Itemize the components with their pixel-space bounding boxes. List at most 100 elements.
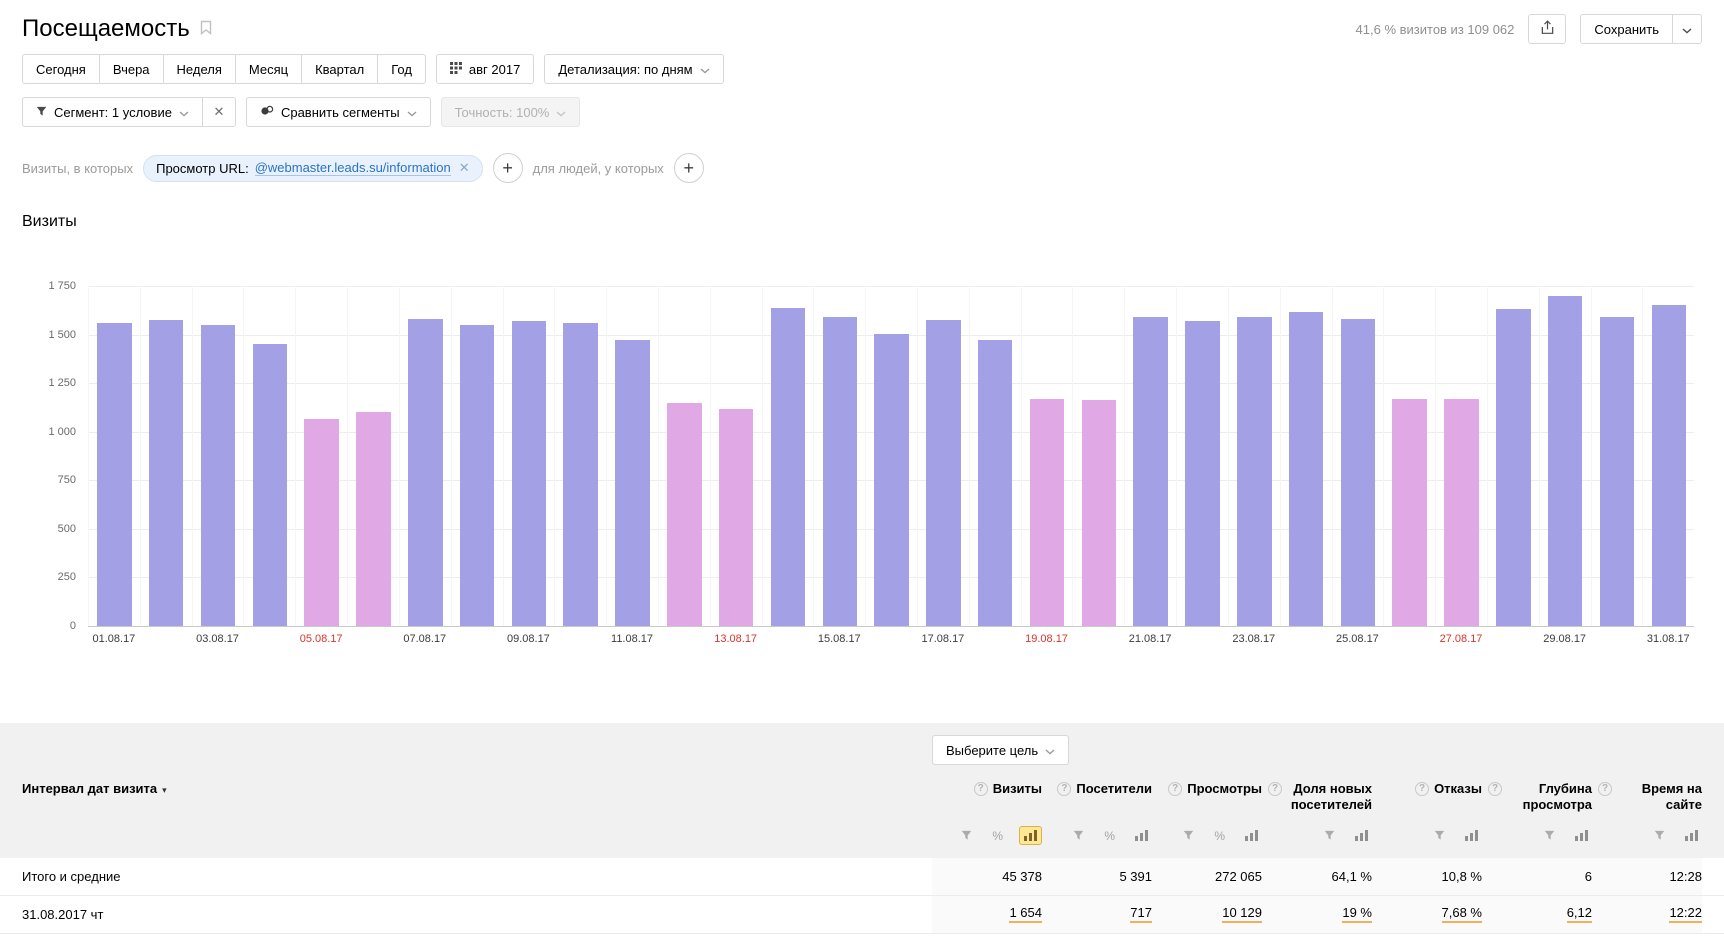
export-icon bbox=[1540, 20, 1555, 38]
chart-bar-06.08.17[interactable] bbox=[356, 412, 391, 626]
chart-bar-31.08.17[interactable] bbox=[1651, 304, 1687, 626]
bookmark-icon[interactable] bbox=[200, 20, 212, 38]
sort-desc-icon: ▾ bbox=[162, 785, 167, 795]
cell-value[interactable]: 6,12 bbox=[1566, 905, 1592, 923]
filter-icon[interactable] bbox=[1069, 827, 1088, 844]
cell-value[interactable]: 12:22 bbox=[1669, 905, 1702, 923]
period-button-1[interactable]: Сегодня bbox=[22, 54, 100, 84]
column-header-2[interactable]: ? Посетители bbox=[1042, 781, 1152, 797]
chart-bar-28.08.17[interactable] bbox=[1496, 309, 1531, 626]
chart-icon[interactable] bbox=[1681, 827, 1702, 844]
export-button[interactable] bbox=[1528, 14, 1567, 44]
segment-button[interactable]: Сегмент: 1 условие bbox=[22, 97, 203, 127]
chart-bar-27.08.17[interactable] bbox=[1444, 398, 1479, 626]
chart-bar-29.08.17[interactable] bbox=[1547, 295, 1583, 626]
visits-in-which-label: Визиты, в которых bbox=[22, 160, 134, 176]
chart-icon[interactable] bbox=[1131, 827, 1152, 844]
percent-icon[interactable]: % bbox=[1104, 828, 1115, 843]
chart-bar-01.08.17[interactable] bbox=[97, 322, 132, 626]
chart-bar-03.08.17[interactable] bbox=[200, 324, 236, 626]
save-button[interactable]: Сохранить bbox=[1580, 14, 1673, 44]
date-range-button[interactable]: авг 2017 bbox=[435, 54, 535, 84]
column-header-6[interactable]: ? Глубина просмотра bbox=[1482, 781, 1592, 814]
help-icon[interactable]: ? bbox=[1488, 782, 1502, 796]
save-dropdown-button[interactable] bbox=[1672, 14, 1702, 44]
chart-bar-24.08.17[interactable] bbox=[1288, 312, 1324, 626]
date-interval-header[interactable]: Интервал дат визита ▾ bbox=[22, 781, 932, 796]
chart-bar-18.08.17[interactable] bbox=[977, 340, 1013, 626]
chart-bar-15.08.17[interactable] bbox=[822, 317, 858, 626]
chart-bar-12.08.17[interactable] bbox=[667, 402, 702, 626]
chart-bar-02.08.17[interactable] bbox=[148, 320, 184, 626]
filter-icon[interactable] bbox=[1650, 827, 1669, 844]
help-icon[interactable]: ? bbox=[1268, 782, 1282, 796]
url-filter-chip[interactable]: Просмотр URL: @webmaster.leads.su/inform… bbox=[143, 154, 483, 182]
percent-icon[interactable]: % bbox=[1214, 828, 1225, 843]
help-icon[interactable]: ? bbox=[1598, 782, 1612, 796]
chart-bar-20.08.17[interactable] bbox=[1081, 399, 1117, 626]
add-visit-condition-button[interactable]: + bbox=[492, 153, 523, 183]
percent-icon[interactable]: % bbox=[992, 828, 1003, 843]
chart-bar-26.08.17[interactable] bbox=[1392, 398, 1427, 626]
period-button-5[interactable]: Квартал bbox=[301, 54, 379, 84]
cell-value[interactable]: 717 bbox=[1130, 905, 1152, 923]
chart-bar-10.08.17[interactable] bbox=[563, 322, 598, 626]
accuracy-label: Точность: 100% bbox=[454, 104, 550, 120]
cell-value[interactable]: 7,68 % bbox=[1441, 905, 1482, 923]
column-header-1[interactable]: ? Визиты bbox=[932, 781, 1042, 797]
period-button-2[interactable]: Вчера bbox=[98, 54, 164, 84]
accuracy-button[interactable]: Точность: 100% bbox=[440, 97, 581, 127]
chart-icon[interactable] bbox=[1461, 827, 1482, 844]
chart-bar-09.08.17[interactable] bbox=[511, 320, 547, 626]
bar-slot bbox=[88, 286, 140, 626]
chart-icon[interactable] bbox=[1571, 827, 1592, 844]
chart-bar-23.08.17[interactable] bbox=[1237, 317, 1272, 626]
cell-value[interactable]: 19 % bbox=[1342, 905, 1372, 923]
period-button-4[interactable]: Месяц bbox=[234, 54, 303, 84]
cell-value[interactable]: 10 129 bbox=[1222, 905, 1262, 923]
filter-icon[interactable] bbox=[1179, 827, 1198, 844]
filter-icon[interactable] bbox=[1320, 827, 1339, 844]
cell-value[interactable]: 1 654 bbox=[1009, 905, 1042, 923]
chart-bar-08.08.17[interactable] bbox=[459, 324, 495, 626]
select-goal-button[interactable]: Выберите цель bbox=[932, 735, 1070, 765]
column-header-5[interactable]: ? Отказы bbox=[1372, 781, 1482, 797]
filter-icon[interactable] bbox=[1540, 827, 1559, 844]
chart-icon[interactable] bbox=[1351, 827, 1372, 844]
x-axis-label bbox=[969, 633, 1021, 645]
filter-icon[interactable] bbox=[1430, 827, 1449, 844]
chart-bar-11.08.17[interactable] bbox=[615, 340, 650, 626]
add-people-condition-button[interactable]: + bbox=[673, 153, 704, 183]
help-icon[interactable]: ? bbox=[1057, 782, 1072, 796]
chart-bar-30.08.17[interactable] bbox=[1599, 317, 1635, 626]
chart-bar-21.08.17[interactable] bbox=[1133, 317, 1168, 626]
chart-bar-16.08.17[interactable] bbox=[874, 333, 909, 626]
filter-icon[interactable] bbox=[957, 827, 976, 844]
column-header-4[interactable]: ? Доля новых посетителей bbox=[1262, 781, 1372, 814]
chart-title: Визиты bbox=[22, 213, 77, 230]
period-button-6[interactable]: Год bbox=[377, 54, 426, 84]
segment-clear-button[interactable]: ✕ bbox=[201, 97, 236, 127]
chart-bar-22.08.17[interactable] bbox=[1185, 320, 1220, 626]
chart-bar-19.08.17[interactable] bbox=[1029, 398, 1065, 626]
chart-icon[interactable] bbox=[1241, 827, 1262, 844]
chart-bar-04.08.17[interactable] bbox=[252, 344, 288, 626]
chip-remove-icon[interactable]: ✕ bbox=[458, 160, 470, 175]
column-header-7[interactable]: ? Время на сайте bbox=[1592, 781, 1702, 814]
chart-bar-07.08.17[interactable] bbox=[408, 319, 443, 626]
column-header-3[interactable]: ? Просмотры bbox=[1152, 781, 1262, 797]
detail-button[interactable]: Детализация: по дням bbox=[544, 54, 724, 84]
bar-slot bbox=[865, 286, 917, 626]
chart-bar-05.08.17[interactable] bbox=[304, 419, 339, 626]
compare-segments-button[interactable]: Сравнить сегменты bbox=[245, 97, 431, 127]
chart-bar-14.08.17[interactable] bbox=[770, 308, 806, 626]
help-icon[interactable]: ? bbox=[1415, 782, 1430, 796]
help-icon[interactable]: ? bbox=[973, 782, 988, 796]
period-button-3[interactable]: Неделя bbox=[162, 54, 236, 84]
chart-bar-25.08.17[interactable] bbox=[1340, 319, 1376, 626]
chart-icon[interactable] bbox=[1019, 826, 1042, 845]
chart-bar-13.08.17[interactable] bbox=[718, 409, 754, 626]
url-filter-link[interactable]: @webmaster.leads.su/information bbox=[254, 160, 451, 176]
chart-bar-17.08.17[interactable] bbox=[926, 320, 961, 626]
help-icon[interactable]: ? bbox=[1168, 782, 1183, 796]
